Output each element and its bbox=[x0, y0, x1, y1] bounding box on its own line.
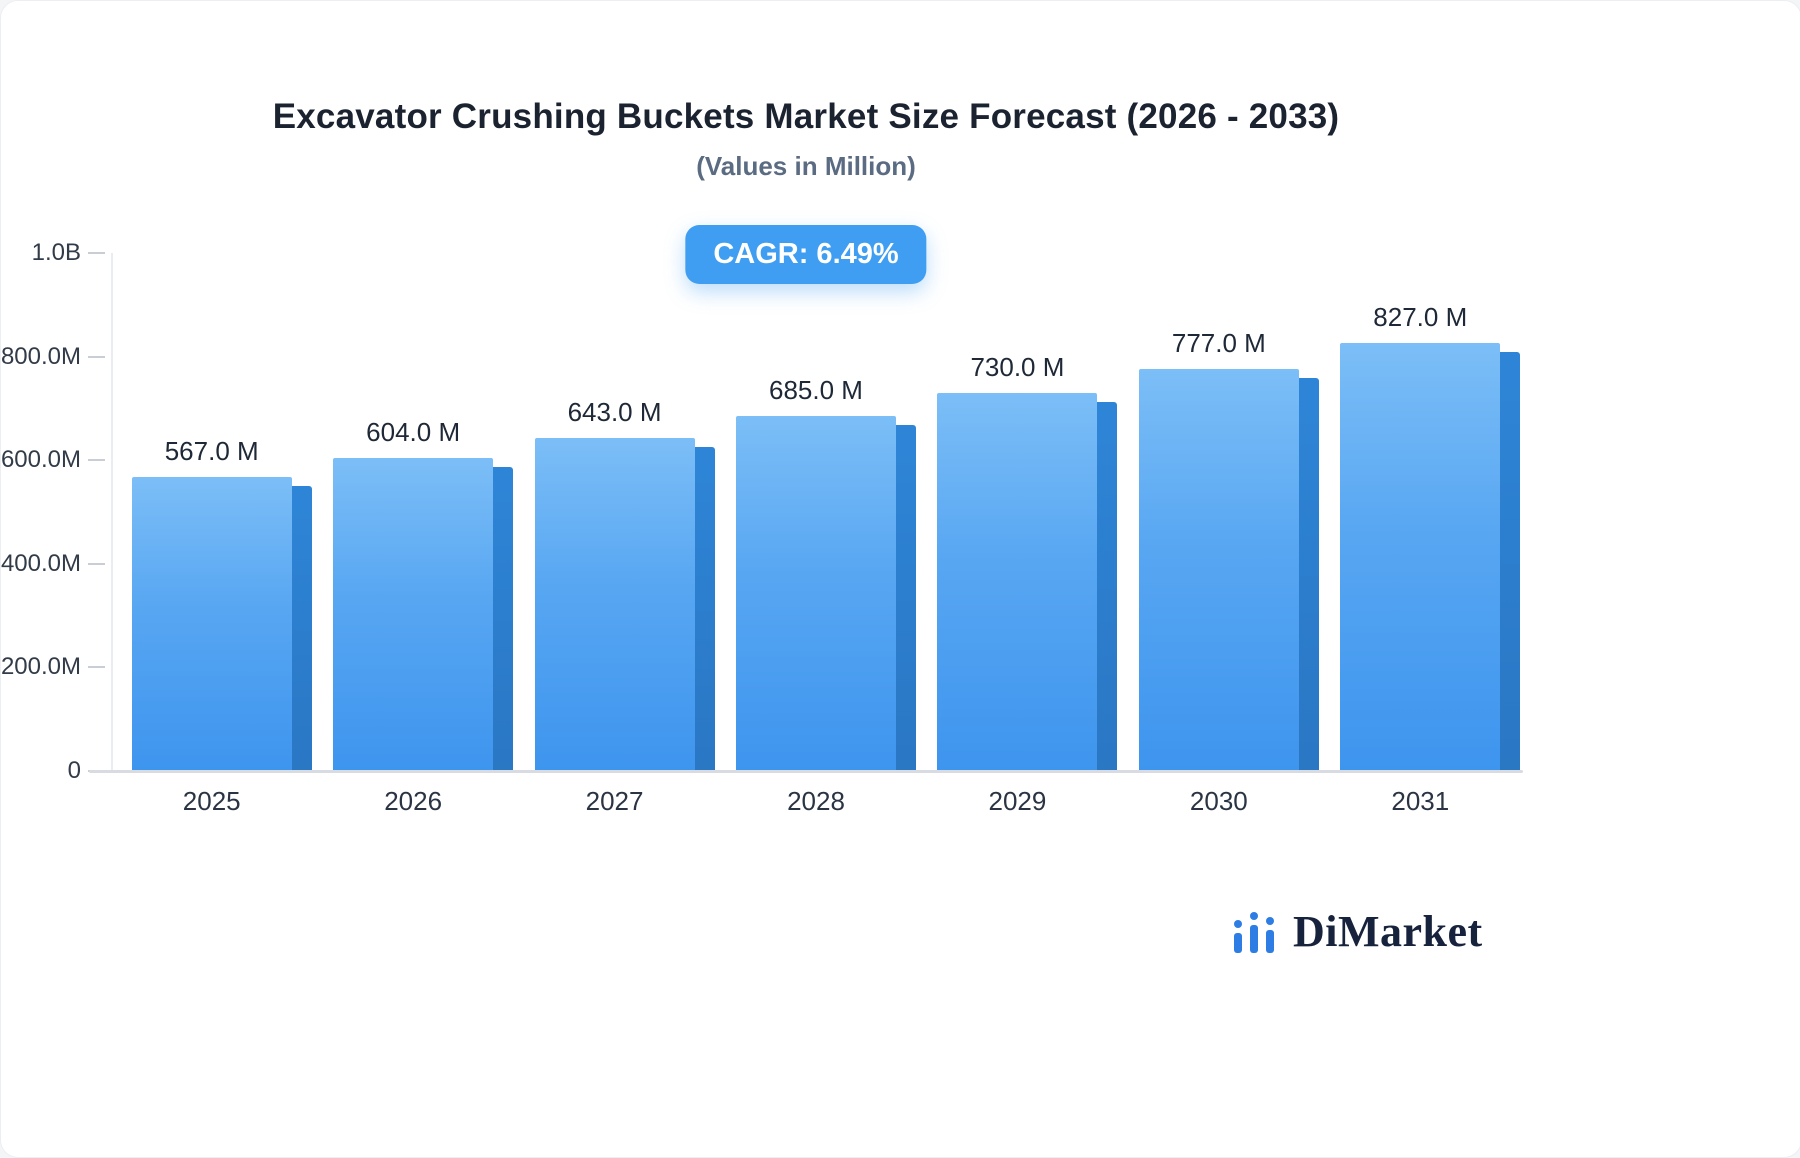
bar-2028[interactable]: 685.0 M 2028 bbox=[736, 375, 916, 816]
bar-2029[interactable]: 730.0 M 2029 bbox=[937, 352, 1118, 816]
bar-value-label: 777.0 M bbox=[1171, 327, 1266, 358]
bar-side-face bbox=[290, 486, 312, 771]
brand-logo-text: DiMarket bbox=[1293, 907, 1483, 956]
bar-2027[interactable]: 643.0 M 2027 bbox=[534, 397, 715, 816]
bar-front-face bbox=[534, 437, 695, 771]
y-axis-label: 400.0M bbox=[0, 549, 81, 577]
bar-side-face bbox=[1096, 401, 1118, 771]
bar-side-face bbox=[693, 446, 715, 771]
x-axis-label: 2025 bbox=[182, 786, 241, 816]
plot-area: 567.0 M 2025 604.0 M 2026 643.0 M 2027 685.0 M… bbox=[111, 253, 1521, 816]
cagr-badge: CAGR: 6.49% bbox=[685, 225, 927, 284]
bar-value-label: 643.0 M bbox=[567, 396, 662, 427]
bar-side-face bbox=[1499, 351, 1521, 771]
y-axis-tick bbox=[88, 459, 105, 462]
bar-2025[interactable]: 567.0 M 2025 bbox=[131, 436, 312, 816]
y-axis-tick bbox=[88, 562, 105, 565]
x-axis-label: 2030 bbox=[1189, 786, 1248, 816]
bar-value-label: 567.0 M bbox=[164, 436, 259, 467]
x-axis-line bbox=[89, 770, 1523, 773]
y-axis-tick bbox=[88, 355, 105, 358]
x-axis-label: 2026 bbox=[384, 786, 443, 816]
y-axis-tick bbox=[88, 252, 105, 254]
y-axis: 1.0B 800.0M 600.0M 400.0M 200.0M 0 bbox=[0, 239, 111, 784]
bar-front-face bbox=[937, 392, 1098, 771]
x-axis-label: 2031 bbox=[1391, 786, 1450, 816]
y-axis-tick bbox=[88, 666, 105, 669]
brand-logo: DiMarket bbox=[1229, 906, 1483, 957]
y-axis-line bbox=[111, 253, 113, 771]
bar-2030[interactable]: 777.0 M 2030 bbox=[1138, 328, 1319, 816]
y-axis-label: 0 bbox=[67, 757, 81, 784]
bar-side-face bbox=[895, 425, 916, 771]
y-axis-label: 600.0M bbox=[0, 446, 81, 474]
bar-front-face bbox=[333, 458, 494, 771]
bar-value-label: 604.0 M bbox=[366, 417, 461, 448]
bar-side-face bbox=[1297, 377, 1319, 771]
bar-front-face bbox=[1340, 342, 1501, 771]
y-axis-label: 1.0B bbox=[31, 239, 81, 266]
bar-2026[interactable]: 604.0 M 2026 bbox=[333, 417, 514, 816]
x-axis-label: 2028 bbox=[787, 786, 845, 816]
x-axis-label: 2029 bbox=[988, 786, 1047, 816]
x-axis-label: 2027 bbox=[585, 786, 644, 816]
y-axis-label: 200.0M bbox=[0, 653, 81, 681]
bar-value-label: 685.0 M bbox=[769, 375, 863, 406]
bar-front-face bbox=[736, 416, 896, 771]
bar-value-label: 827.0 M bbox=[1373, 301, 1468, 332]
bar-front-face bbox=[1138, 368, 1299, 771]
bar-side-face bbox=[492, 467, 514, 771]
y-axis-label: 800.0M bbox=[0, 342, 81, 370]
bar-2031[interactable]: 827.0 M 2031 bbox=[1340, 302, 1521, 816]
chart-subtitle: (Values in Million) bbox=[696, 151, 916, 181]
chart-title: Excavator Crushing Buckets Market Size F… bbox=[272, 97, 1340, 136]
bar-front-face bbox=[131, 477, 292, 771]
bar-chart-icon bbox=[1229, 909, 1279, 955]
bar-value-label: 730.0 M bbox=[970, 351, 1065, 382]
